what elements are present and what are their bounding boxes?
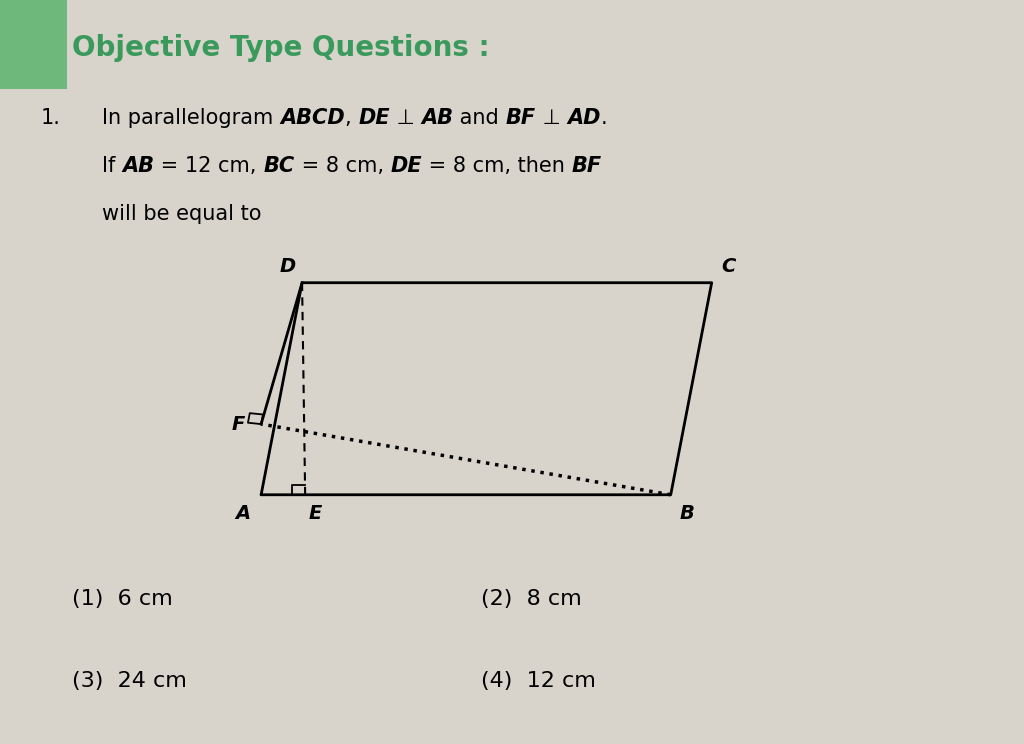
- Text: ,: ,: [345, 108, 358, 128]
- Text: (4)  12 cm: (4) 12 cm: [481, 671, 596, 690]
- Text: E: E: [308, 504, 323, 523]
- Text: ⊥: ⊥: [536, 108, 567, 128]
- Text: = 12 cm,: = 12 cm,: [155, 156, 263, 176]
- Text: (2)  8 cm: (2) 8 cm: [481, 589, 582, 609]
- Text: = 8 cm, then: = 8 cm, then: [422, 156, 571, 176]
- Text: D: D: [280, 257, 296, 276]
- Text: .: .: [601, 108, 607, 128]
- Text: Objective Type Questions :: Objective Type Questions :: [72, 34, 489, 62]
- Text: In parallelogram: In parallelogram: [102, 108, 281, 128]
- Text: will be equal to: will be equal to: [102, 204, 262, 224]
- Text: A: A: [236, 504, 250, 523]
- Text: (1)  6 cm: (1) 6 cm: [72, 589, 172, 609]
- Text: BC: BC: [263, 156, 295, 176]
- Text: BF: BF: [571, 156, 601, 176]
- Text: DE: DE: [358, 108, 390, 128]
- Text: 1.: 1.: [41, 108, 60, 128]
- Text: DE: DE: [390, 156, 422, 176]
- Text: If: If: [102, 156, 123, 176]
- Text: C: C: [721, 257, 735, 276]
- Text: F: F: [231, 414, 246, 434]
- Text: ⊥: ⊥: [390, 108, 421, 128]
- Text: BF: BF: [506, 108, 536, 128]
- Text: AD: AD: [567, 108, 601, 128]
- Text: AB: AB: [421, 108, 454, 128]
- Bar: [0, 0, 67, 89]
- Text: AB: AB: [123, 156, 155, 176]
- Text: and: and: [454, 108, 506, 128]
- Text: B: B: [680, 504, 694, 523]
- Text: = 8 cm,: = 8 cm,: [295, 156, 390, 176]
- Text: (3)  24 cm: (3) 24 cm: [72, 671, 186, 690]
- Text: ABCD: ABCD: [281, 108, 345, 128]
